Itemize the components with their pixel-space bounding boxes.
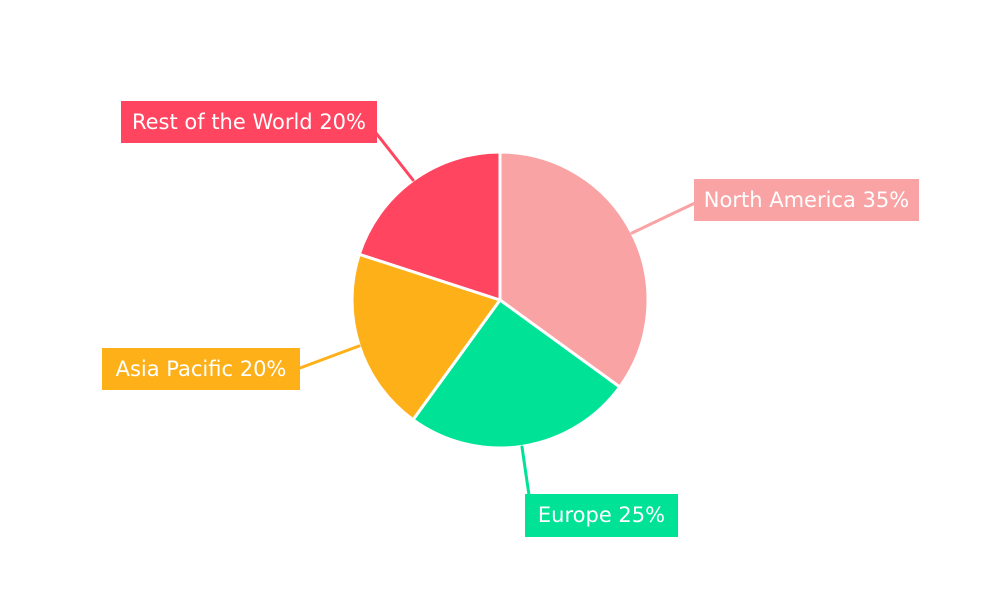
pie-label-north-america: North America 35% — [694, 179, 919, 221]
pie-label-rest-of-the-world: Rest of the World 20% — [121, 101, 377, 143]
label-leader-line-north-america — [630, 201, 697, 235]
pie-label-europe: Europe 25% — [525, 494, 678, 537]
pie-label-asia-pacific: Asia Pacific 20% — [102, 348, 300, 390]
label-leader-line-europe — [520, 445, 531, 497]
label-leader-line-asia-pacific — [298, 344, 361, 370]
label-leader-line-rest-of-the-world — [374, 131, 415, 182]
